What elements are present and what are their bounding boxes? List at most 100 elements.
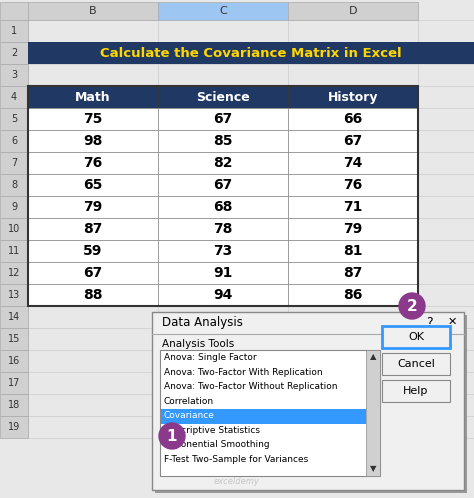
- Bar: [288, 284, 418, 306]
- Text: ▼: ▼: [370, 465, 376, 474]
- Text: Descriptive Statistics: Descriptive Statistics: [164, 426, 260, 435]
- Bar: [158, 240, 288, 262]
- Bar: [0, 328, 28, 350]
- Text: 91: 91: [213, 266, 233, 280]
- Text: 67: 67: [343, 134, 363, 148]
- Bar: [158, 196, 288, 218]
- Text: 78: 78: [213, 222, 233, 236]
- Bar: [158, 86, 288, 108]
- Text: 2: 2: [11, 48, 17, 58]
- Bar: [28, 86, 158, 108]
- Bar: [288, 218, 418, 240]
- Bar: [0, 306, 28, 328]
- Text: 73: 73: [213, 244, 233, 258]
- Text: Analysis Tools: Analysis Tools: [162, 339, 234, 349]
- Text: Anova: Two-Factor Without Replication: Anova: Two-Factor Without Replication: [164, 382, 337, 391]
- Bar: [158, 2, 288, 20]
- Bar: [288, 240, 418, 262]
- Text: 82: 82: [213, 156, 233, 170]
- Text: 67: 67: [213, 178, 233, 192]
- Bar: [0, 240, 28, 262]
- Bar: [28, 174, 158, 196]
- Text: ?: ?: [426, 316, 432, 329]
- Text: 1: 1: [167, 428, 177, 444]
- Text: Correlation: Correlation: [164, 397, 214, 406]
- Bar: [382, 326, 450, 348]
- Bar: [152, 312, 464, 490]
- Bar: [28, 42, 474, 64]
- Text: 66: 66: [343, 112, 363, 126]
- Bar: [0, 262, 28, 284]
- Bar: [0, 394, 28, 416]
- Text: Math: Math: [75, 91, 111, 104]
- Bar: [158, 262, 288, 284]
- Text: 67: 67: [83, 266, 103, 280]
- Text: 98: 98: [83, 134, 103, 148]
- Bar: [288, 262, 418, 284]
- Circle shape: [399, 293, 425, 319]
- Text: 85: 85: [213, 134, 233, 148]
- Bar: [28, 262, 158, 284]
- Text: 16: 16: [8, 356, 20, 366]
- Text: Covariance: Covariance: [164, 411, 215, 420]
- Bar: [382, 353, 450, 375]
- Text: B: B: [89, 6, 97, 16]
- Text: 68: 68: [213, 200, 233, 214]
- Text: Calculate the Covariance Matrix in Excel: Calculate the Covariance Matrix in Excel: [100, 46, 402, 59]
- Text: 19: 19: [8, 422, 20, 432]
- Text: Cancel: Cancel: [397, 359, 435, 369]
- Bar: [160, 350, 380, 476]
- Bar: [288, 174, 418, 196]
- Bar: [155, 315, 467, 493]
- Text: 76: 76: [83, 156, 103, 170]
- Bar: [161, 409, 366, 423]
- Text: 17: 17: [8, 378, 20, 388]
- Text: Help: Help: [403, 386, 428, 396]
- Text: 79: 79: [343, 222, 363, 236]
- Text: ✕: ✕: [447, 317, 456, 327]
- Text: C: C: [219, 6, 227, 16]
- Text: 71: 71: [343, 200, 363, 214]
- Bar: [0, 130, 28, 152]
- Bar: [0, 174, 28, 196]
- Text: 11: 11: [8, 246, 20, 256]
- Bar: [366, 350, 380, 476]
- Bar: [382, 380, 450, 402]
- Text: 9: 9: [11, 202, 17, 212]
- Bar: [0, 108, 28, 130]
- Bar: [0, 152, 28, 174]
- Text: 59: 59: [83, 244, 103, 258]
- Text: 94: 94: [213, 288, 233, 302]
- Text: Exponential Smoothing: Exponential Smoothing: [164, 440, 270, 449]
- Text: 86: 86: [343, 288, 363, 302]
- Bar: [158, 108, 288, 130]
- Bar: [288, 196, 418, 218]
- Text: 13: 13: [8, 290, 20, 300]
- Text: 10: 10: [8, 224, 20, 234]
- Bar: [28, 240, 158, 262]
- Bar: [0, 64, 28, 86]
- Bar: [0, 284, 28, 306]
- Text: 65: 65: [83, 178, 103, 192]
- Text: 7: 7: [11, 158, 17, 168]
- Bar: [28, 284, 158, 306]
- Bar: [158, 218, 288, 240]
- Text: 12: 12: [8, 268, 20, 278]
- Text: 88: 88: [83, 288, 103, 302]
- Bar: [158, 152, 288, 174]
- Text: Anova: Single Factor: Anova: Single Factor: [164, 353, 256, 362]
- Bar: [0, 218, 28, 240]
- Bar: [28, 86, 418, 306]
- Bar: [0, 416, 28, 438]
- Bar: [28, 2, 158, 20]
- Text: 87: 87: [83, 222, 103, 236]
- Bar: [158, 284, 288, 306]
- Bar: [0, 42, 28, 64]
- Text: 79: 79: [83, 200, 103, 214]
- Text: 74: 74: [343, 156, 363, 170]
- Bar: [0, 2, 28, 20]
- Bar: [0, 86, 28, 108]
- Text: 5: 5: [11, 114, 17, 124]
- Text: exceldemy: exceldemy: [214, 477, 260, 486]
- Text: 87: 87: [343, 266, 363, 280]
